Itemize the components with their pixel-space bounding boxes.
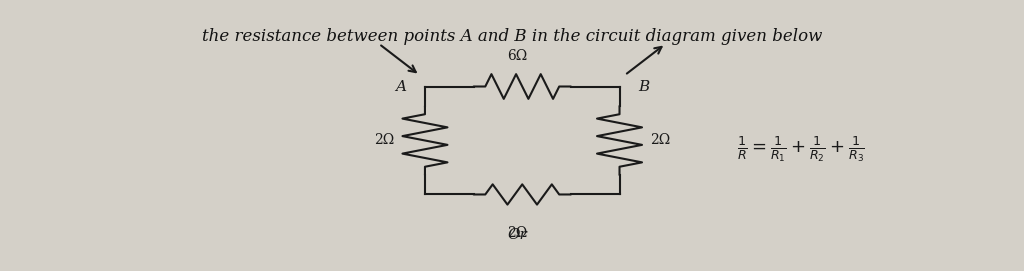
- Text: 2Ω: 2Ω: [507, 226, 527, 240]
- Text: 2Ω: 2Ω: [650, 134, 671, 147]
- Text: the resistance between points A and B in the circuit diagram given below: the resistance between points A and B in…: [202, 28, 822, 45]
- Text: $\frac{1}{R}=\frac{1}{R_1}+\frac{1}{R_2}+\frac{1}{R_3}$: $\frac{1}{R}=\frac{1}{R_1}+\frac{1}{R_2}…: [737, 134, 865, 164]
- Text: Or: Or: [507, 228, 527, 242]
- Text: 6Ω: 6Ω: [507, 49, 527, 63]
- Text: 2Ω: 2Ω: [374, 134, 394, 147]
- Text: B: B: [638, 79, 649, 93]
- Text: A: A: [395, 79, 407, 93]
